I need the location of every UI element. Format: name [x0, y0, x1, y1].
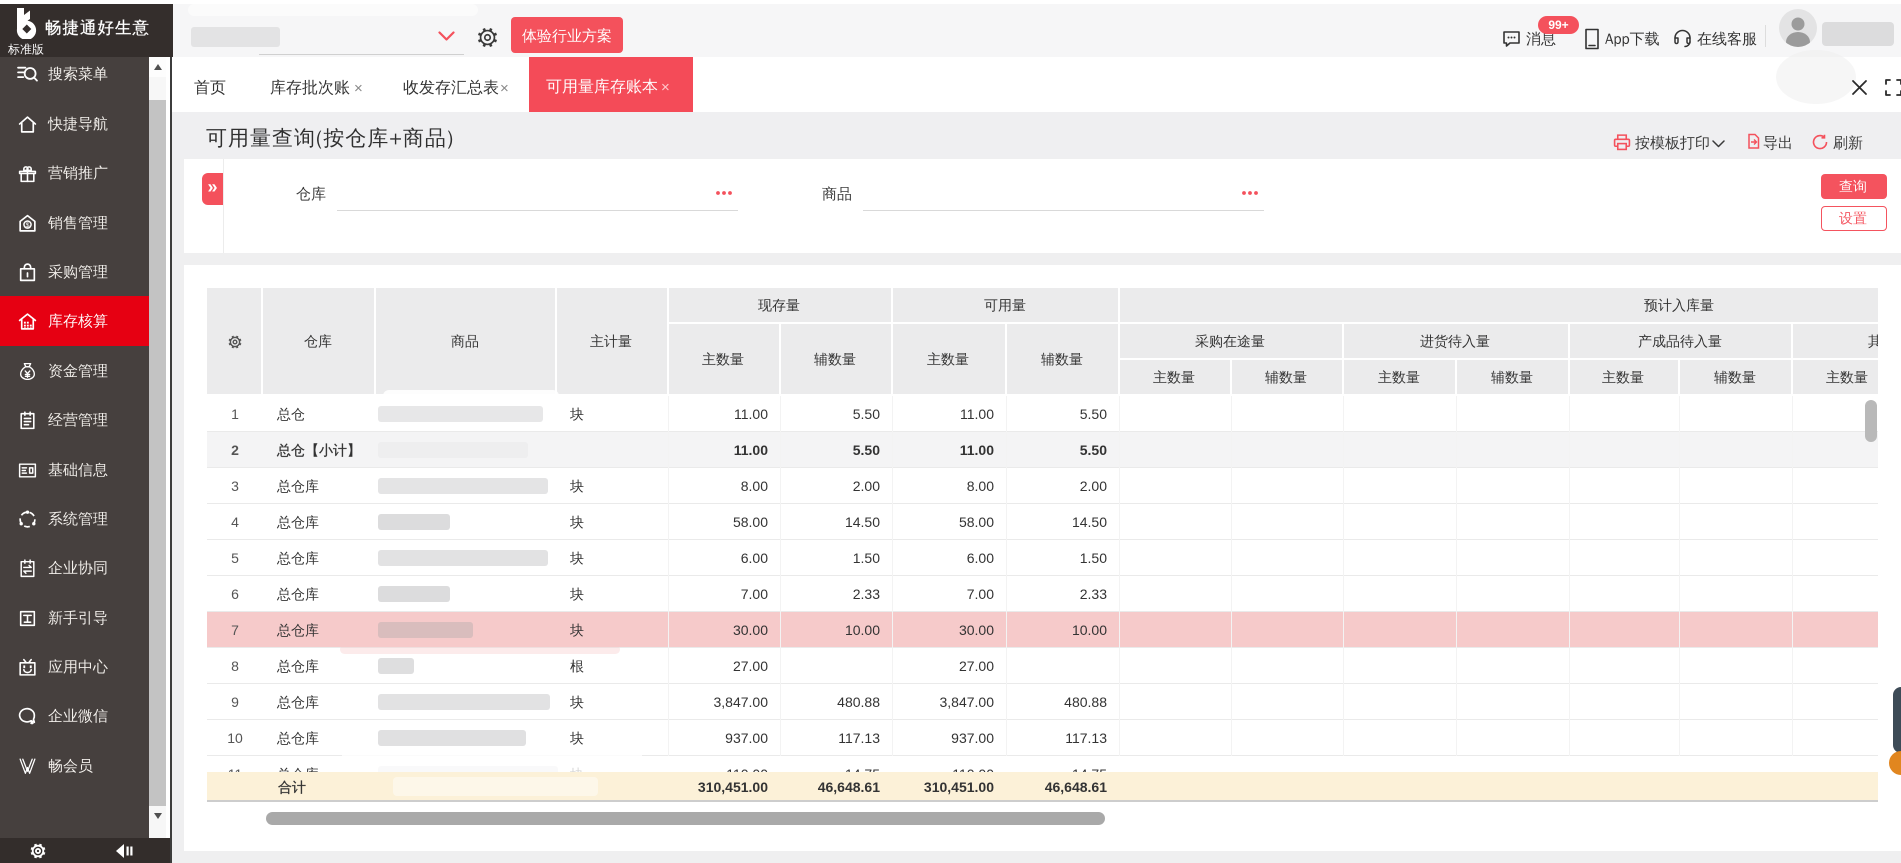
svg-text:$: $ — [26, 222, 30, 229]
